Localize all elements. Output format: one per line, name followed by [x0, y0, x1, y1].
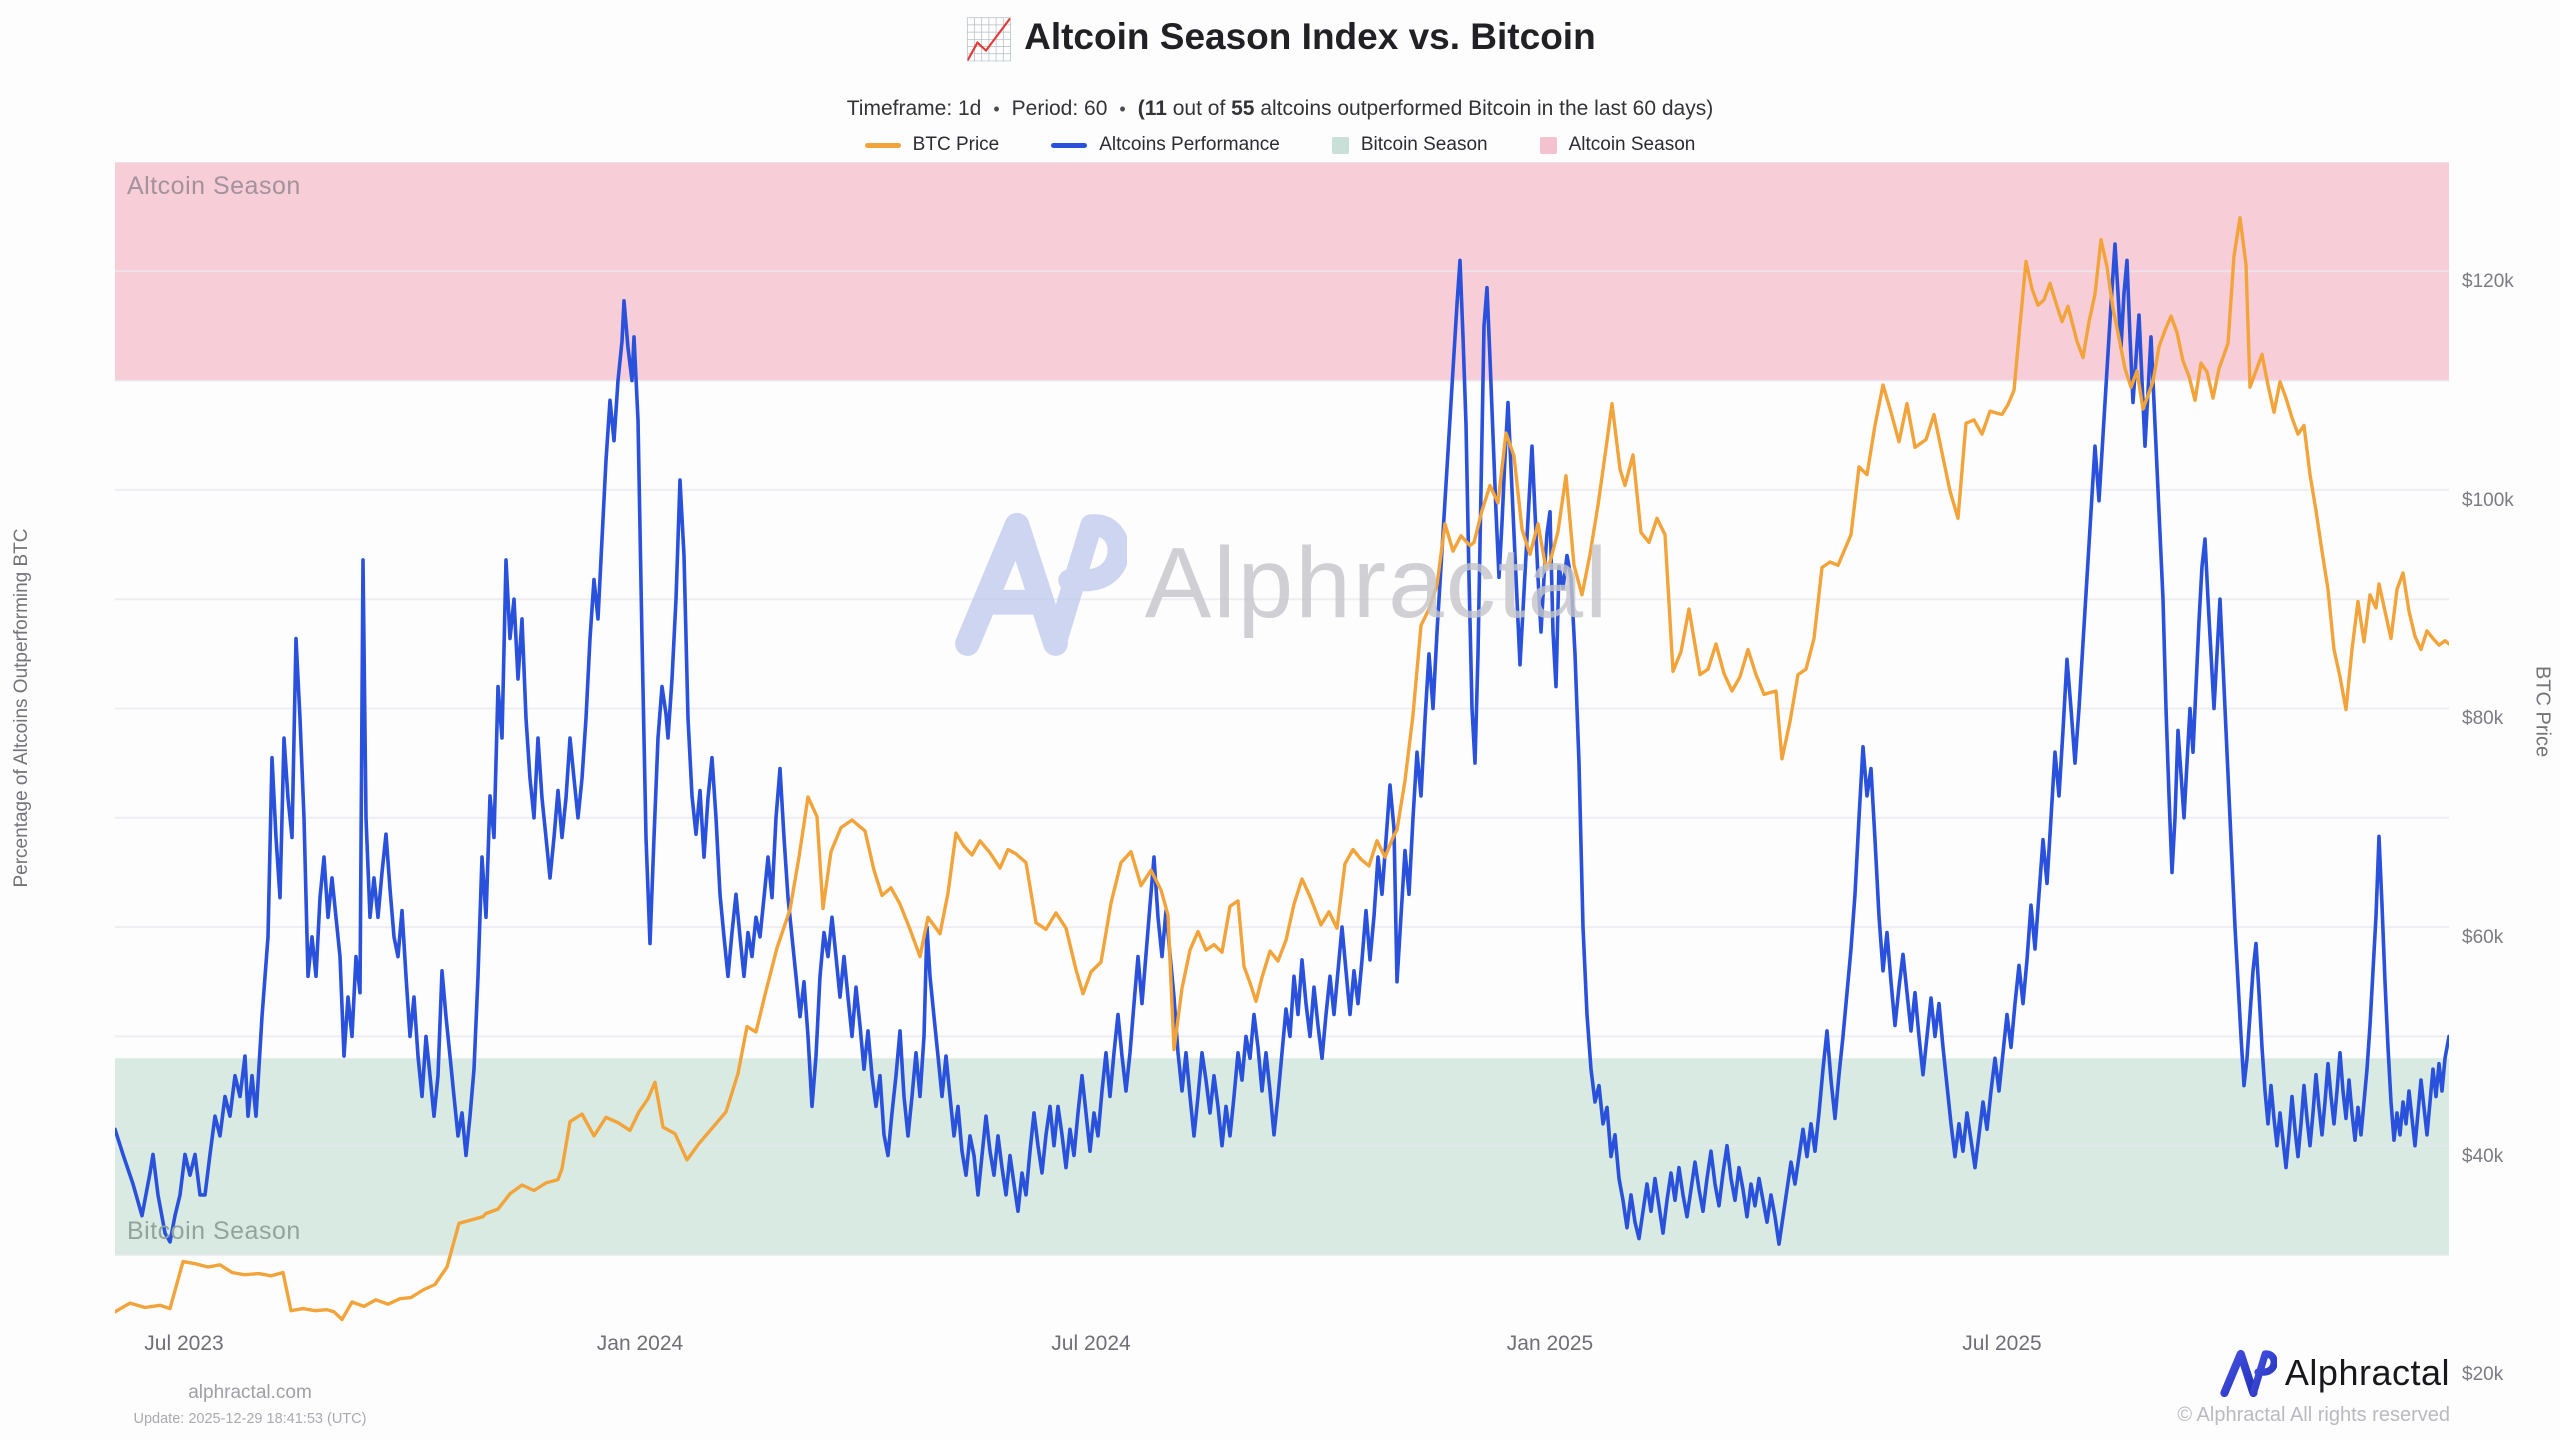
altcoin-season-swatch — [1539, 136, 1557, 154]
outperform-count: 11 — [1144, 97, 1167, 120]
legend-label: Altcoins Performance — [1099, 134, 1280, 155]
dot-separator: • — [1119, 99, 1126, 119]
legend-item-bitcoin-season[interactable]: Bitcoin Season — [1331, 134, 1488, 156]
altcoins-line-swatch — [1051, 142, 1088, 148]
btc-line-swatch — [864, 142, 901, 148]
y-axis-right-tick-label: $120k — [2462, 271, 2514, 293]
period-label: Period: 60 — [1011, 97, 1108, 120]
x-axis-tick-label: Jan 2025 — [1506, 1332, 1594, 1355]
bitcoin-season-swatch — [1331, 136, 1349, 154]
chart-subtitle: Timeframe: 1d • Period: 60 • (11 out of 55 a… — [0, 97, 2560, 121]
x-axis-tick-label: Jan 2024 — [596, 1332, 684, 1355]
copyright-text: © Alphractal All rights reserved — [2177, 1404, 2450, 1426]
chart-legend: BTC Price Altcoins Performance Bitcoin S… — [0, 134, 2560, 156]
season-band — [115, 1058, 2449, 1255]
brand-logo[interactable]: Alphractal — [2219, 1348, 2450, 1398]
series-btc-price — [115, 216, 2449, 1322]
legend-label: Altcoin Season — [1568, 134, 1696, 155]
bitcoin-season-band-label: Bitcoin Season — [127, 1217, 301, 1245]
right-axis-title: BTC Price — [2531, 665, 2554, 758]
legend-item-altcoin-season[interactable]: Altcoin Season — [1539, 134, 1696, 156]
series-altcoins-performance — [115, 242, 2449, 1246]
y-axis-right-tick-label: $100k — [2462, 489, 2514, 511]
plot-area[interactable]: Altcoin Season Bitcoin Season Jul 2023 Ja… — [115, 162, 2449, 1355]
dot-separator: • — [993, 99, 1000, 119]
site-link[interactable]: alphractal.com — [188, 1382, 312, 1403]
y-axis-right-tick-label: $20k — [2462, 1364, 2504, 1386]
total-altcoins-count: 55 — [1231, 97, 1255, 120]
update-timestamp: Update: 2025-12-29 18:41:53 (UTC) — [133, 1411, 367, 1427]
y-axis-right-tick-label: $60k — [2462, 927, 2504, 949]
altcoin-season-band-label: Altcoin Season — [127, 172, 301, 200]
stat-rest-text: altcoins outperformed Bitcoin in the las… — [1254, 97, 1714, 120]
page-title: 📈 Altcoin Season Index vs. Bitcoin — [0, 16, 2560, 63]
y-axis-right-tick-label: $80k — [2462, 708, 2504, 730]
legend-item-btc-price[interactable]: BTC Price — [864, 134, 1000, 156]
x-axis-tick-label: Jul 2025 — [1962, 1332, 2042, 1355]
chart-increasing-icon: 📈 — [964, 18, 1015, 62]
left-axis-title: Percentage of Altcoins Outperforming BTC — [11, 528, 32, 888]
x-axis-tick-label: Jul 2023 — [144, 1332, 224, 1355]
stat-middle-text: out of — [1166, 97, 1232, 120]
legend-label: BTC Price — [912, 134, 1000, 155]
legend-label: Bitcoin Season — [1360, 134, 1488, 155]
timeframe-label: Timeframe: 1d — [846, 97, 982, 120]
legend-item-altcoins-performance[interactable]: Altcoins Performance — [1051, 134, 1280, 156]
page-title-text: Altcoin Season Index vs. Bitcoin — [1024, 16, 1596, 57]
alphractal-logo-icon — [2220, 1349, 2277, 1398]
chart-canvas — [115, 162, 2449, 1322]
x-axis-tick-label: Jul 2024 — [1051, 1332, 1131, 1355]
brand-name: Alphractal — [2284, 1352, 2450, 1393]
y-axis-right-tick-label: $40k — [2462, 1145, 2504, 1167]
stat-open-paren: ( — [1137, 97, 1145, 120]
